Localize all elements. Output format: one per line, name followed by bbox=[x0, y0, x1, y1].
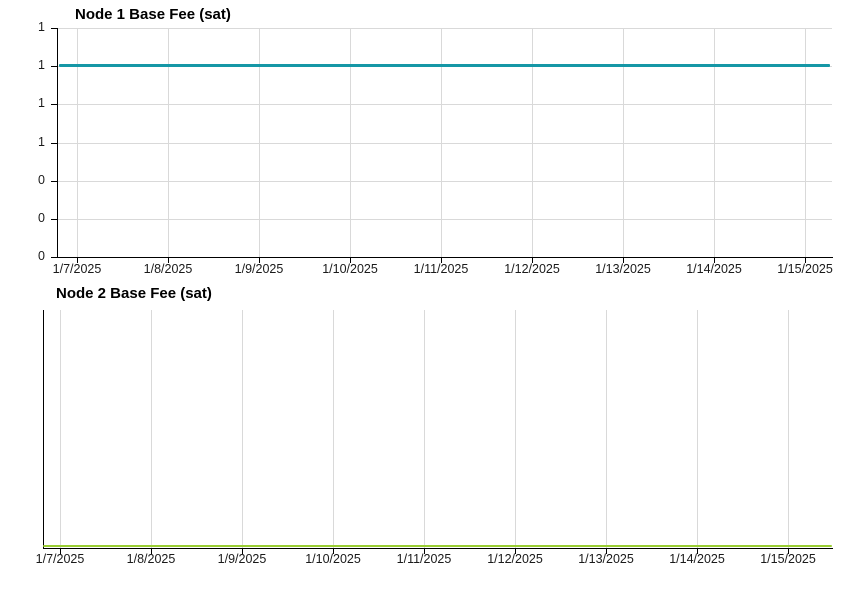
x-tick bbox=[441, 257, 442, 263]
v-gridline bbox=[151, 310, 152, 548]
v-gridline bbox=[168, 28, 169, 257]
v-gridline bbox=[697, 310, 698, 548]
x-tick-label: 1/9/2025 bbox=[234, 262, 284, 276]
v-gridline bbox=[532, 28, 533, 257]
y-tick bbox=[51, 181, 57, 182]
x-tick bbox=[350, 257, 351, 263]
v-gridline bbox=[259, 28, 260, 257]
x-tick-label: 1/9/2025 bbox=[217, 552, 267, 566]
chart-title-node-2: Node 2 Base Fee (sat) bbox=[56, 285, 212, 302]
y-axis bbox=[43, 310, 44, 549]
x-tick-label: 1/13/2025 bbox=[578, 552, 634, 566]
y-tick-label: 1 bbox=[38, 58, 45, 72]
v-gridline bbox=[333, 310, 334, 548]
h-gridline bbox=[57, 181, 832, 182]
h-gridline bbox=[57, 104, 832, 105]
chart-title-node-1: Node 1 Base Fee (sat) bbox=[75, 6, 231, 23]
y-tick-label: 0 bbox=[38, 173, 45, 187]
y-tick-label: 1 bbox=[38, 96, 45, 110]
x-tick-label: 1/11/2025 bbox=[413, 262, 469, 276]
x-tick-label: 1/12/2025 bbox=[504, 262, 560, 276]
v-gridline bbox=[714, 28, 715, 257]
v-gridline bbox=[805, 28, 806, 257]
data-line bbox=[59, 64, 830, 68]
x-tick-label: 1/10/2025 bbox=[322, 262, 378, 276]
x-tick-label: 1/13/2025 bbox=[595, 262, 651, 276]
x-tick bbox=[333, 548, 334, 554]
x-tick bbox=[77, 257, 78, 263]
h-gridline bbox=[57, 28, 832, 29]
y-tick bbox=[51, 66, 57, 67]
v-gridline bbox=[60, 310, 61, 548]
x-tick bbox=[714, 257, 715, 263]
x-tick-label: 1/14/2025 bbox=[686, 262, 742, 276]
x-tick bbox=[242, 548, 243, 554]
v-gridline bbox=[788, 310, 789, 548]
y-axis bbox=[57, 28, 58, 258]
y-tick-label: 0 bbox=[38, 249, 45, 263]
v-gridline bbox=[515, 310, 516, 548]
y-tick-label: 1 bbox=[38, 135, 45, 149]
x-tick bbox=[697, 548, 698, 554]
x-tick bbox=[805, 257, 806, 263]
x-axis bbox=[43, 548, 833, 549]
x-tick-label: 1/15/2025 bbox=[777, 262, 833, 276]
x-tick bbox=[151, 548, 152, 554]
v-gridline bbox=[350, 28, 351, 257]
h-gridline bbox=[57, 219, 832, 220]
y-tick bbox=[51, 257, 57, 258]
v-gridline bbox=[623, 28, 624, 257]
x-tick-label: 1/8/2025 bbox=[143, 262, 193, 276]
x-tick bbox=[515, 548, 516, 554]
x-tick bbox=[623, 257, 624, 263]
v-gridline bbox=[606, 310, 607, 548]
x-tick-label: 1/11/2025 bbox=[396, 552, 452, 566]
x-tick-label: 1/14/2025 bbox=[669, 552, 725, 566]
x-tick-label: 1/10/2025 bbox=[305, 552, 361, 566]
x-axis bbox=[57, 257, 833, 258]
v-gridline bbox=[441, 28, 442, 257]
x-tick-label: 1/12/2025 bbox=[487, 552, 543, 566]
y-tick-label: 0 bbox=[38, 211, 45, 225]
h-gridline bbox=[57, 143, 832, 144]
v-gridline bbox=[242, 310, 243, 548]
x-tick-label: 1/15/2025 bbox=[760, 552, 816, 566]
y-tick bbox=[51, 104, 57, 105]
x-tick bbox=[532, 257, 533, 263]
y-tick bbox=[51, 143, 57, 144]
y-tick-label: 1 bbox=[38, 20, 45, 34]
x-tick bbox=[606, 548, 607, 554]
x-tick bbox=[168, 257, 169, 263]
v-gridline bbox=[77, 28, 78, 257]
data-line bbox=[43, 544, 832, 547]
y-tick bbox=[51, 28, 57, 29]
x-tick bbox=[60, 548, 61, 554]
x-tick-label: 1/8/2025 bbox=[126, 552, 176, 566]
x-tick bbox=[259, 257, 260, 263]
x-tick bbox=[424, 548, 425, 554]
x-tick-label: 1/7/2025 bbox=[52, 262, 102, 276]
x-tick-label: 1/7/2025 bbox=[35, 552, 85, 566]
v-gridline bbox=[424, 310, 425, 548]
x-tick bbox=[788, 548, 789, 554]
y-tick bbox=[51, 219, 57, 220]
